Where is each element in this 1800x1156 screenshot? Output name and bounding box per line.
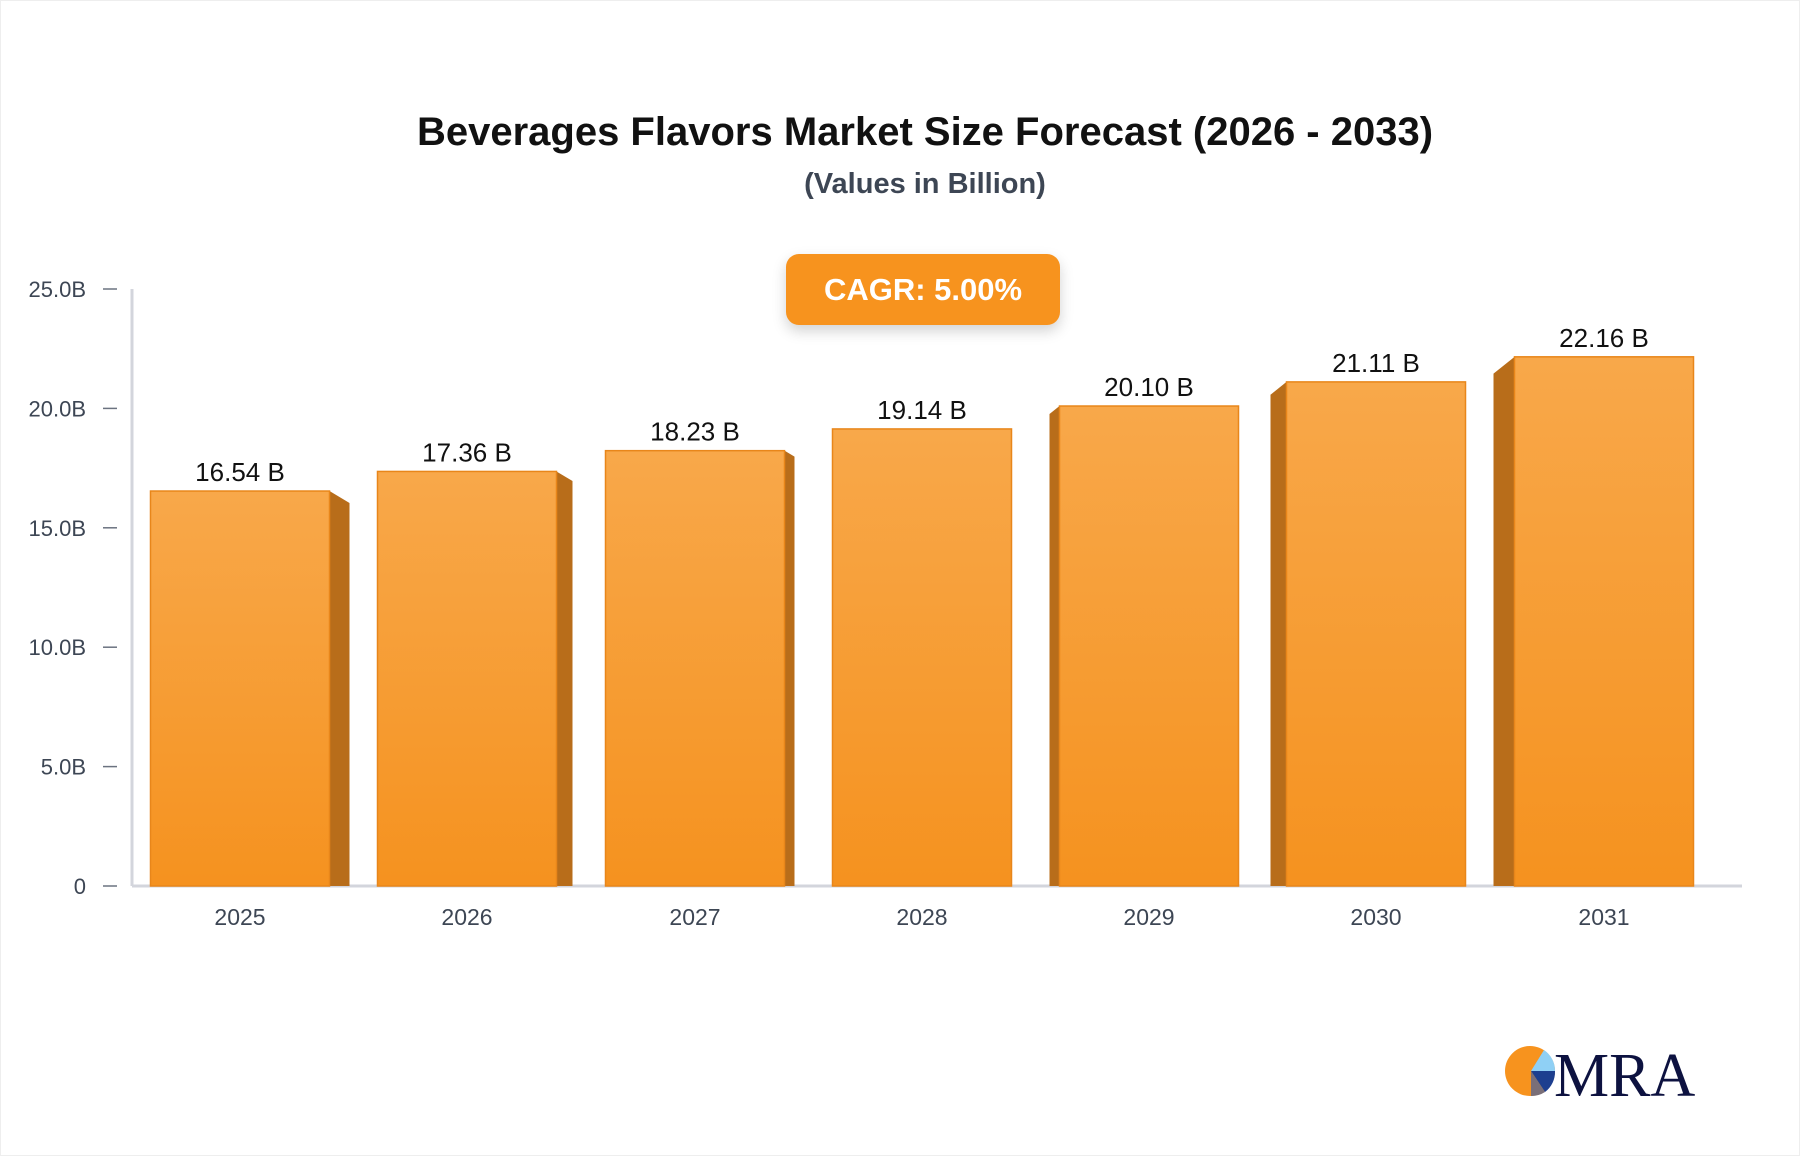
- bar: [1285, 381, 1467, 887]
- x-tick-label: 2029: [1123, 904, 1174, 930]
- bar: [1058, 405, 1240, 887]
- y-tick-label: 15.0B: [29, 516, 87, 541]
- x-tick-label: 2026: [441, 904, 492, 930]
- bar: [604, 449, 786, 887]
- bar-side: [329, 491, 350, 886]
- bar: [1513, 356, 1695, 887]
- data-label: 20.10 B: [1104, 372, 1194, 402]
- data-label: 21.11 B: [1332, 348, 1420, 378]
- y-tick-label: 5.0B: [41, 755, 86, 780]
- data-label: 16.54 B: [195, 457, 285, 487]
- data-label: 22.16 B: [1559, 323, 1649, 353]
- y-tick-label: 20.0B: [29, 396, 87, 421]
- bar-side: [556, 471, 573, 886]
- bar-side: [1049, 406, 1060, 886]
- bar-side: [1493, 356, 1515, 886]
- y-tick-label: 25.0B: [29, 277, 87, 302]
- logo-text: MRA: [1554, 1042, 1695, 1102]
- bar-side: [784, 450, 795, 886]
- bar: [376, 470, 558, 887]
- data-label: 17.36 B: [422, 437, 512, 467]
- x-tick-label: 2031: [1578, 904, 1629, 930]
- data-label: 19.14 B: [877, 395, 967, 425]
- cagr-badge: CAGR: 5.00%: [786, 254, 1060, 325]
- y-tick-label: 10.0B: [29, 635, 87, 660]
- x-tick-label: 2030: [1350, 904, 1401, 930]
- chart-title: Beverages Flavors Market Size Forecast (…: [416, 110, 1434, 154]
- y-tick-label: 0: [74, 874, 86, 899]
- x-tick-label: 2027: [669, 904, 720, 930]
- mra-logo: MRA: [1505, 1042, 1695, 1102]
- x-tick-label: 2025: [214, 904, 265, 930]
- data-label: 18.23 B: [650, 417, 740, 447]
- bar-side: [1270, 381, 1287, 886]
- x-tick-label: 2028: [896, 904, 947, 930]
- chart-subtitle: (Values in Billion): [804, 168, 1046, 200]
- bar: [831, 428, 1013, 887]
- bar: [149, 490, 331, 887]
